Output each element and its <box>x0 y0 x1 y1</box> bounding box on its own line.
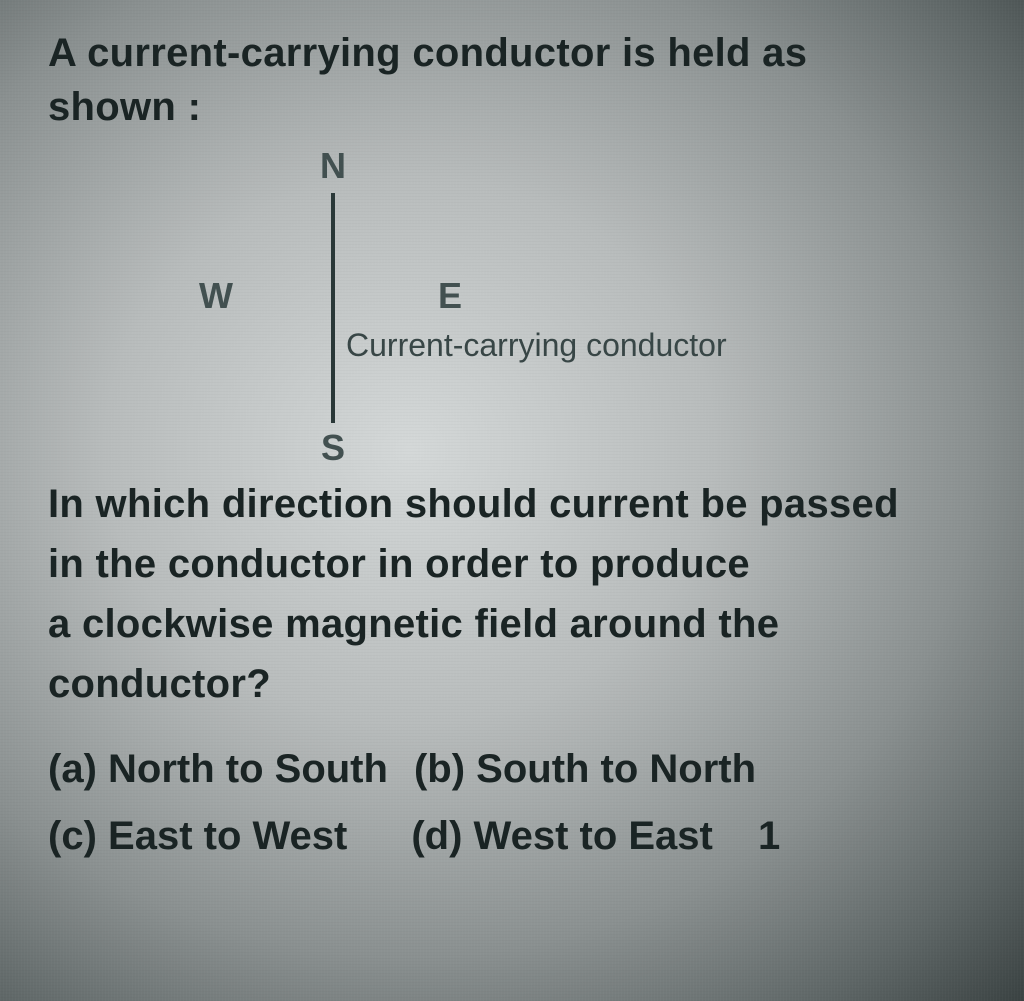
option-b: (b) South to North <box>414 736 756 803</box>
option-b-text: South to North <box>476 747 756 791</box>
question-stem: A current-carrying conductor is held as … <box>48 26 982 134</box>
options-block: (a) North to South (b) South to North (c… <box>48 736 982 870</box>
option-c-label: (c) <box>48 814 97 858</box>
option-d: (d) West to East 1 <box>411 803 780 870</box>
option-a: (a) North to South <box>48 736 388 803</box>
compass-diagram: N S W E Current-carrying conductor <box>48 138 982 468</box>
west-label: W <box>199 275 233 316</box>
question-body: In which direction should current be pas… <box>48 474 982 714</box>
options-row-2: (c) East to West (d) West to East 1 <box>48 803 982 870</box>
north-label: N <box>320 145 346 186</box>
body-line-1: In which direction should current be pas… <box>48 482 899 526</box>
option-a-text: North to South <box>108 747 388 791</box>
option-c: (c) East to West <box>48 803 347 870</box>
east-label: E <box>438 275 462 316</box>
conductor-caption: Current-carrying conductor <box>346 327 727 363</box>
option-c-text: East to West <box>108 814 347 858</box>
stem-line-1: A current-carrying conductor is held as <box>48 31 807 75</box>
compass-svg: N S W E Current-carrying conductor <box>158 138 958 468</box>
stem-line-2: shown : <box>48 85 201 129</box>
body-line-2: in the conductor in order to produce <box>48 542 750 586</box>
body-line-4: conductor? <box>48 662 271 706</box>
option-d-text: West to East <box>474 814 713 858</box>
south-label: S <box>321 427 345 468</box>
marks-value: 1 <box>758 803 780 870</box>
option-b-label: (b) <box>414 747 465 791</box>
option-a-label: (a) <box>48 747 97 791</box>
option-d-label: (d) <box>411 814 462 858</box>
options-row-1: (a) North to South (b) South to North <box>48 736 982 803</box>
question-page: A current-carrying conductor is held as … <box>0 0 1024 1001</box>
body-line-3: a clockwise magnetic field around the <box>48 602 779 646</box>
